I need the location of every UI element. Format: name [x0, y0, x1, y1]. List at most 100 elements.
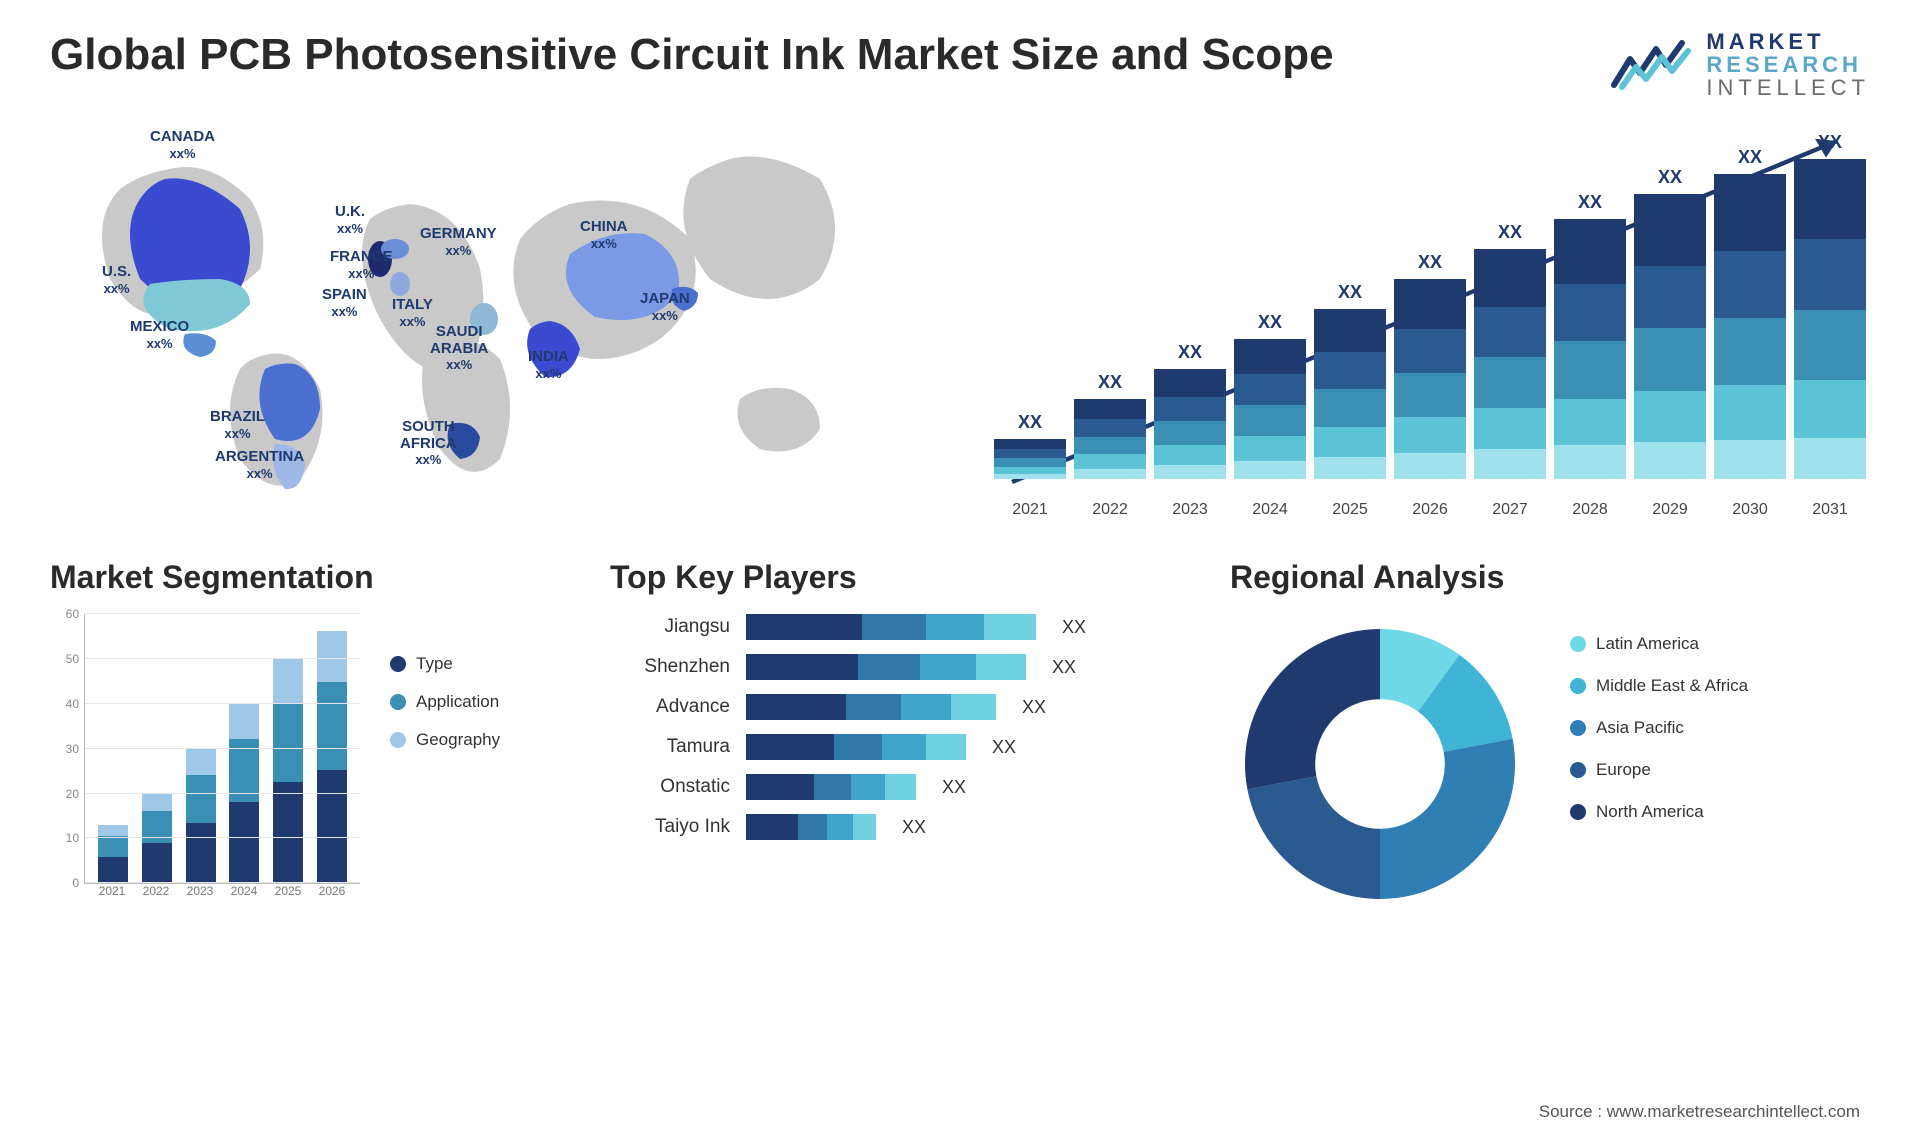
regional-panel: Regional Analysis Latin America Middle Ea…	[1230, 559, 1870, 914]
segmentation-title: Market Segmentation	[50, 559, 550, 596]
growth-year-label: 2023	[1154, 501, 1226, 519]
region-legend-item: Latin America	[1570, 634, 1748, 654]
brand-logo: MARKET RESEARCH INTELLECT	[1610, 30, 1870, 99]
seg-ytick: 60	[66, 607, 79, 621]
map-label: INDIAxx%	[528, 349, 569, 382]
seg-bar	[186, 748, 216, 883]
regional-donut-chart	[1230, 614, 1530, 914]
map-label: ITALYxx%	[392, 297, 433, 330]
donut-slice	[1247, 776, 1380, 899]
map-label: U.S.xx%	[102, 264, 131, 297]
player-value: XX	[942, 777, 966, 798]
player-row: ShenzhenXX	[610, 654, 1170, 680]
growth-bar-label: XX	[1178, 342, 1202, 363]
growth-bar-label: XX	[1498, 222, 1522, 243]
seg-xlabel: 2021	[99, 884, 126, 914]
regional-legend: Latin America Middle East & Africa Asia Pa…	[1570, 614, 1748, 822]
growth-bar-label: XX	[1258, 312, 1282, 333]
map-label: FRANCExx%	[330, 249, 393, 282]
growth-bar-label: XX	[1018, 412, 1042, 433]
growth-bar-label: XX	[1418, 252, 1442, 273]
seg-ytick: 30	[66, 742, 79, 756]
growth-year-label: 2028	[1554, 501, 1626, 519]
player-value: XX	[992, 737, 1016, 758]
player-row: Tamura XX	[610, 734, 1170, 760]
growth-bar: XX	[1714, 147, 1786, 479]
growth-bar-label: XX	[1338, 282, 1362, 303]
growth-bar: XX	[1794, 132, 1866, 479]
logo-text-2: RESEARCH	[1706, 53, 1870, 76]
world-map-panel: CANADAxx% U.S.xx% MEXICOxx% BRAZILxx% ARGENT…	[50, 119, 930, 519]
region-legend-item: Middle East & Africa	[1570, 676, 1748, 696]
growth-year-label: 2024	[1234, 501, 1306, 519]
region-legend-item: Europe	[1570, 760, 1748, 780]
player-value: XX	[902, 817, 926, 838]
seg-legend-item: Type	[390, 654, 500, 674]
player-name: Advance	[610, 696, 730, 718]
player-name: Taiyo Ink	[610, 816, 730, 838]
segmentation-legend: Type Application Geography	[390, 614, 500, 914]
growth-year-label: 2029	[1634, 501, 1706, 519]
growth-year-label: 2027	[1474, 501, 1546, 519]
map-label: SOUTHAFRICAxx%	[400, 419, 457, 469]
player-row: OnstaticXX	[610, 774, 1170, 800]
logo-mark-icon	[1610, 37, 1694, 93]
logo-text-1: MARKET	[1706, 30, 1870, 53]
player-value: XX	[1022, 697, 1046, 718]
seg-xlabel: 2024	[231, 884, 258, 914]
growth-bar-label: XX	[1578, 192, 1602, 213]
segmentation-chart: 0102030405060 202120222023202420252026	[50, 614, 360, 914]
growth-year-label: 2031	[1794, 501, 1866, 519]
seg-ytick: 40	[66, 697, 79, 711]
donut-slice	[1245, 629, 1380, 789]
seg-xlabel: 2022	[143, 884, 170, 914]
growth-bar: XX	[1474, 222, 1546, 479]
map-label: SPAINxx%	[322, 287, 367, 320]
seg-ytick: 20	[66, 787, 79, 801]
map-label: CANADAxx%	[150, 129, 215, 162]
seg-ytick: 50	[66, 652, 79, 666]
growth-year-label: 2021	[994, 501, 1066, 519]
seg-legend-item: Application	[390, 692, 500, 712]
map-label: ARGENTINAxx%	[215, 449, 304, 482]
seg-bar	[317, 631, 347, 883]
growth-year-label: 2030	[1714, 501, 1786, 519]
map-label: CHINAxx%	[580, 219, 628, 252]
donut-slice	[1380, 739, 1515, 899]
growth-bar-label: XX	[1738, 147, 1762, 168]
players-panel: Top Key Players JiangsuXXShenzhenXXAdvan…	[610, 559, 1170, 914]
map-label: GERMANYxx%	[420, 226, 497, 259]
region-legend-item: Asia Pacific	[1570, 718, 1748, 738]
growth-bar: XX	[1154, 342, 1226, 479]
growth-year-label: 2025	[1314, 501, 1386, 519]
player-name: Jiangsu	[610, 616, 730, 638]
regional-title: Regional Analysis	[1230, 559, 1870, 596]
seg-xlabel: 2026	[319, 884, 346, 914]
seg-xlabel: 2023	[187, 884, 214, 914]
player-row: Advance XX	[610, 694, 1170, 720]
map-label: U.K.xx%	[335, 204, 365, 237]
growth-bar-label: XX	[1098, 372, 1122, 393]
segmentation-panel: Market Segmentation 0 10 20 30 40 50 60 2021 20…	[50, 559, 550, 914]
player-name: Tamura	[610, 736, 730, 758]
growth-bar: XX	[1314, 282, 1386, 479]
growth-bar-label: XX	[1658, 167, 1682, 188]
players-title: Top Key Players	[610, 559, 1170, 596]
map-label: BRAZILxx%	[210, 409, 265, 442]
player-value: XX	[1052, 657, 1076, 678]
growth-bar: XX	[1394, 252, 1466, 479]
growth-chart-panel: XX XX XX XX XX XX XX XX XX XX XX 2021 2022 2023 2024 2…	[990, 119, 1870, 519]
growth-year-label: 2022	[1074, 501, 1146, 519]
region-legend-item: North America	[1570, 802, 1748, 822]
seg-bar	[98, 825, 128, 884]
map-label: MEXICOxx%	[130, 319, 189, 352]
seg-legend-item: Geography	[390, 730, 500, 750]
seg-xlabel: 2025	[275, 884, 302, 914]
growth-bar: XX	[994, 412, 1066, 479]
seg-ytick: 10	[66, 831, 79, 845]
source-text: Source : www.marketresearchintellect.com	[1539, 1102, 1860, 1122]
seg-ytick: 0	[72, 876, 79, 890]
growth-bar: XX	[1634, 167, 1706, 479]
growth-bar: XX	[1074, 372, 1146, 479]
growth-bar-label: XX	[1818, 132, 1842, 153]
